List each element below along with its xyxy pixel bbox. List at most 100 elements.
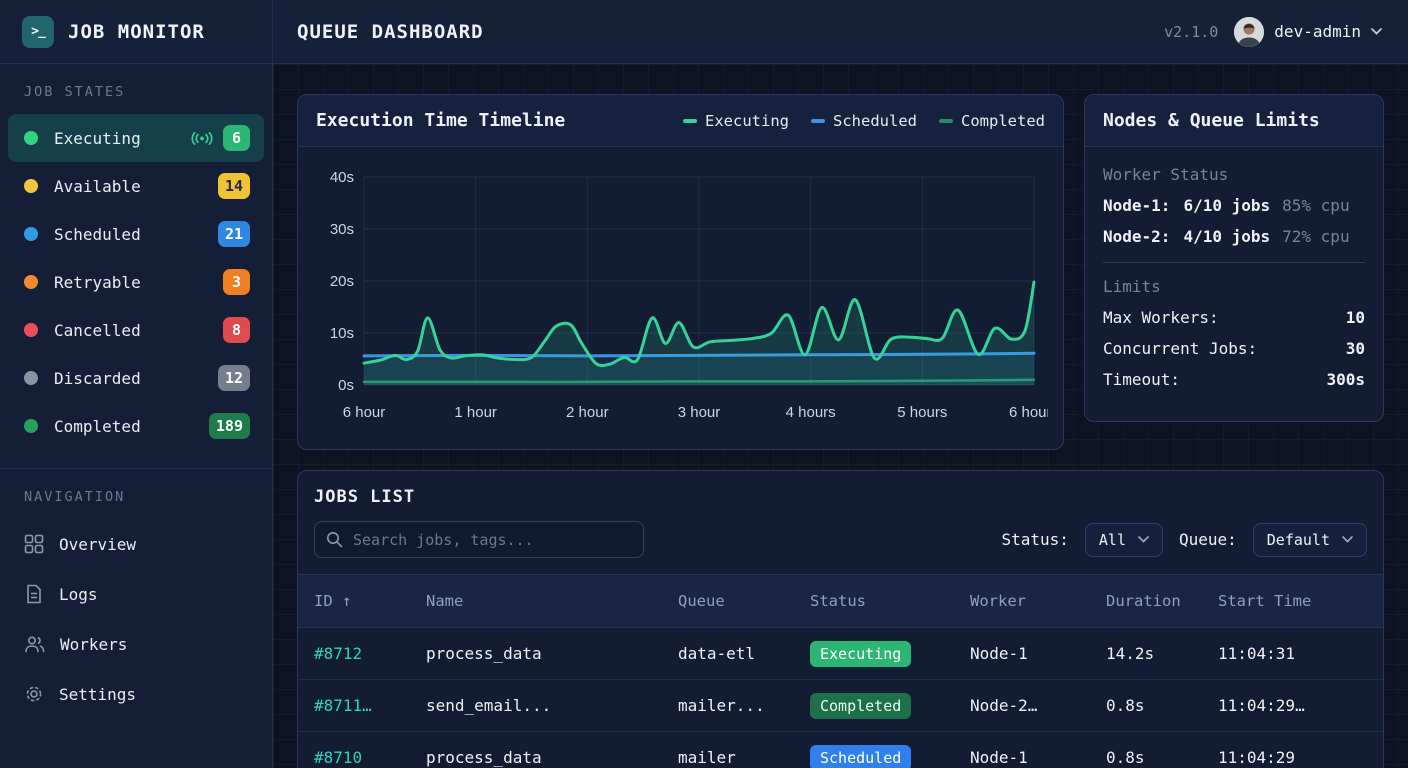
svg-text:10s: 10s <box>330 325 354 342</box>
sidebar-item-executing[interactable]: Executing 6 <box>8 114 264 162</box>
sidebar-item-cancelled[interactable]: Cancelled 8 <box>8 306 264 354</box>
sidebar-item-scheduled[interactable]: Scheduled 21 <box>8 210 264 258</box>
svg-text:4 hours: 4 hours <box>786 404 836 421</box>
execution-timeline-card: Execution Time Timeline Executing Schedu… <box>297 94 1064 450</box>
main-content: Execution Time Timeline Executing Schedu… <box>273 64 1408 768</box>
discarded-dot <box>24 371 38 385</box>
legend-label: Scheduled <box>833 111 917 130</box>
limit-label: Max Workers: <box>1103 308 1219 327</box>
job-duration: 0.8s <box>1106 696 1145 715</box>
state-label: Cancelled <box>54 320 141 340</box>
job-id-link[interactable]: #8712 <box>314 644 363 663</box>
svg-text:6 hours: 6 hours <box>1009 404 1048 421</box>
user-name: dev-admin <box>1274 22 1361 41</box>
node-jobs: 6/10 jobs <box>1183 196 1271 215</box>
sidebar-item-retryable[interactable]: Retryable 3 <box>8 258 264 306</box>
status-badge: Completed <box>810 692 912 719</box>
job-status-cell: Executing <box>794 640 954 667</box>
completed-legend-dash <box>939 118 953 123</box>
avatar <box>1234 16 1265 47</box>
job-worker: Node-1 <box>970 748 1028 767</box>
chevron-down-icon <box>1342 536 1353 543</box>
column-header-queue[interactable]: Queue <box>678 592 725 610</box>
state-label: Completed <box>54 416 141 436</box>
job-name: process_data <box>426 644 542 663</box>
job-name: send_email... <box>426 696 552 715</box>
svg-text:40s: 40s <box>330 169 354 186</box>
sidebar-item-discarded[interactable]: Discarded 12 <box>8 354 264 402</box>
column-header-status[interactable]: Status <box>810 592 866 610</box>
app-brand: >_ JOB MONITOR <box>0 0 273 63</box>
column-header-duration[interactable]: Duration <box>1106 592 1181 610</box>
top-bar: >_ JOB MONITOR QUEUE DASHBOARD v2.1.0 de… <box>0 0 1408 64</box>
search-box <box>314 521 644 558</box>
sidebar-item-workers[interactable]: Workers <box>0 619 272 669</box>
scheduled-legend-dash <box>811 118 825 123</box>
job-duration: 0.8s <box>1106 748 1145 767</box>
job-name: process_data <box>426 748 542 767</box>
node-name: Node-1: <box>1103 196 1171 215</box>
node-name: Node-2: <box>1103 227 1171 246</box>
app-title: JOB MONITOR <box>68 20 205 43</box>
terminal-glyph: >_ <box>31 24 46 39</box>
svg-text:1 hour: 1 hour <box>454 404 497 421</box>
table-row[interactable]: #8710 process_data mailer Scheduled Node… <box>298 732 1383 768</box>
column-header-name[interactable]: Name <box>426 592 464 610</box>
job-states-section-label: JOB STATES <box>24 84 126 100</box>
limit-label: Timeout: <box>1103 370 1181 389</box>
count-badge: 14 <box>217 173 250 199</box>
column-header-start-time[interactable]: Start Time <box>1218 592 1312 610</box>
legend-label: Executing <box>705 111 789 130</box>
nav-label: Settings <box>59 684 137 704</box>
limit-row: Concurrent Jobs: 30 <box>1103 339 1365 358</box>
legend-item-executing: Executing <box>683 112 789 130</box>
table-row[interactable]: #8712 process_data data-etl Executing No… <box>298 628 1383 680</box>
queue-filter-value: Default <box>1266 530 1330 549</box>
job-duration: 14.2s <box>1106 644 1155 663</box>
sidebar-item-available[interactable]: Available 14 <box>8 162 264 210</box>
column-header-worker[interactable]: Worker <box>970 592 1026 610</box>
limit-value: 30 <box>1345 339 1365 358</box>
sidebar-item-completed[interactable]: Completed 189 <box>8 402 264 450</box>
job-queue: data-etl <box>678 644 756 663</box>
job-id-link[interactable]: #8711… <box>314 696 372 715</box>
nodes-limits-card: Nodes & Queue Limits Worker Status Node-… <box>1084 94 1384 422</box>
svg-text:6 hour: 6 hour <box>343 404 386 421</box>
gear-icon <box>26 686 42 702</box>
job-status-cell: Scheduled <box>794 744 954 768</box>
sidebar: JOB STATES Executing 6 Available 14 Sche… <box>0 64 273 768</box>
state-label: Scheduled <box>54 224 141 244</box>
sidebar-item-logs[interactable]: Logs <box>0 569 272 619</box>
executing-dot <box>24 131 38 145</box>
jobs-list-card: JOBS LIST Status: All <box>297 470 1384 768</box>
job-id-link[interactable]: #8710 <box>314 748 363 767</box>
cancelled-dot <box>24 323 38 337</box>
count-badge: 21 <box>217 221 250 247</box>
queue-filter-select[interactable]: Default <box>1252 522 1367 557</box>
state-label: Retryable <box>54 272 141 292</box>
limits-label: Limits <box>1103 277 1161 296</box>
job-start-time: 11:04:29 <box>1218 748 1296 767</box>
grid-icon <box>24 534 44 554</box>
search-input[interactable] <box>314 521 644 558</box>
legend-item-completed: Completed <box>939 112 1045 130</box>
job-queue: mailer <box>678 748 736 767</box>
timeline-chart-svg: 0s 10s 20s 30s 40s 6 hour 1 hour 2 hour 3 hour 4 … <box>330 169 1059 421</box>
table-header-row: ID ↑ Name Queue Status Worker Duration S… <box>298 574 1383 628</box>
worker-status-row: Node-2: 4/10 jobs 72% cpu <box>1103 227 1365 246</box>
sidebar-item-overview[interactable]: Overview <box>0 519 272 569</box>
status-badge: Scheduled <box>810 744 912 768</box>
sidebar-item-settings[interactable]: Settings <box>0 669 272 719</box>
job-status-cell: Completed <box>794 692 954 719</box>
table-row[interactable]: #8711… send_email... mailer... Completed… <box>298 680 1383 732</box>
status-filter-select[interactable]: All <box>1084 522 1163 557</box>
executing-legend-dash <box>683 118 697 123</box>
status-badge: Executing <box>810 640 912 667</box>
retryable-dot <box>24 275 38 289</box>
scheduled-dot <box>24 227 38 241</box>
nodes-divider <box>1103 262 1365 263</box>
column-header-id[interactable]: ID ↑ <box>314 592 352 610</box>
user-menu[interactable]: dev-admin <box>1234 16 1382 47</box>
status-filter-label: Status: <box>1001 530 1069 549</box>
document-icon <box>27 584 41 604</box>
